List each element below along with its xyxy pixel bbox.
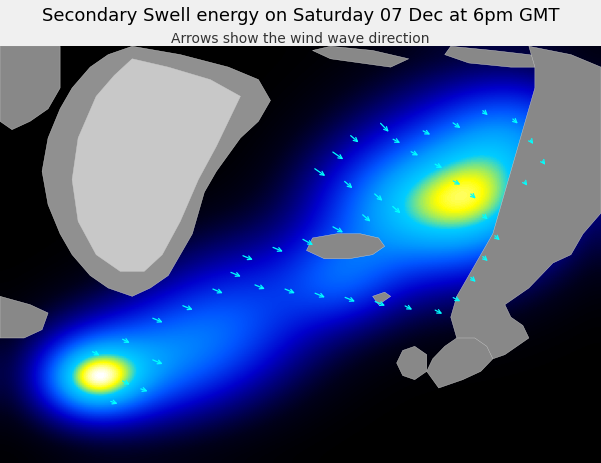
Polygon shape bbox=[445, 46, 553, 67]
Polygon shape bbox=[397, 346, 427, 380]
Text: Arrows show the wind wave direction: Arrows show the wind wave direction bbox=[171, 32, 430, 46]
Text: Secondary Swell energy on Saturday 07 Dec at 6pm GMT: Secondary Swell energy on Saturday 07 De… bbox=[41, 7, 560, 25]
Polygon shape bbox=[451, 46, 601, 359]
Polygon shape bbox=[313, 46, 409, 67]
Polygon shape bbox=[427, 338, 493, 388]
Polygon shape bbox=[72, 59, 240, 271]
Polygon shape bbox=[307, 234, 385, 259]
Polygon shape bbox=[0, 46, 60, 130]
Polygon shape bbox=[0, 296, 48, 338]
Polygon shape bbox=[42, 46, 270, 296]
Polygon shape bbox=[373, 292, 391, 305]
